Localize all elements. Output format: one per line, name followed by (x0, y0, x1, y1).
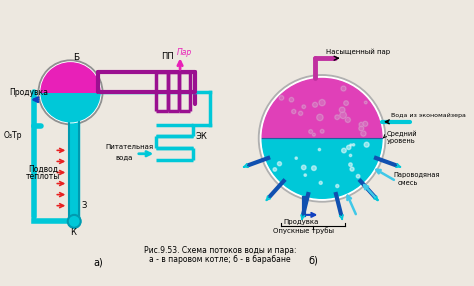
Circle shape (312, 102, 318, 107)
Circle shape (299, 111, 303, 116)
Circle shape (318, 148, 320, 151)
Circle shape (302, 105, 306, 109)
Circle shape (341, 86, 346, 91)
Text: О₃Тр: О₃Тр (3, 131, 22, 140)
Circle shape (344, 101, 348, 106)
Bar (69, 122, 79, 221)
Text: Рис.9.53. Схема потоков воды и пара:: Рис.9.53. Схема потоков воды и пара: (144, 246, 296, 255)
Wedge shape (41, 92, 100, 122)
Circle shape (364, 101, 367, 104)
Circle shape (349, 163, 352, 166)
Circle shape (301, 165, 306, 170)
Circle shape (319, 181, 322, 184)
Circle shape (339, 107, 345, 113)
Text: ЭК: ЭК (196, 132, 208, 141)
Circle shape (335, 115, 339, 120)
Circle shape (344, 101, 348, 106)
Circle shape (260, 77, 384, 200)
Circle shape (319, 100, 325, 106)
Text: Пар: Пар (176, 48, 191, 57)
Circle shape (356, 174, 360, 178)
Text: Вода из экономайзера: Вода из экономайзера (391, 113, 466, 118)
Circle shape (68, 215, 81, 228)
Text: Б: Б (73, 53, 79, 62)
Circle shape (38, 60, 103, 125)
Text: Продувка: Продувка (283, 219, 319, 225)
Circle shape (364, 101, 367, 104)
Text: Насыщенный пар: Насыщенный пар (326, 48, 390, 55)
Circle shape (363, 121, 368, 126)
Circle shape (40, 62, 101, 123)
Circle shape (319, 100, 325, 106)
Text: а): а) (93, 258, 103, 268)
Text: б): б) (308, 256, 318, 266)
Wedge shape (41, 63, 100, 92)
Text: теплоты: теплоты (26, 172, 61, 181)
Circle shape (292, 109, 296, 114)
Circle shape (273, 168, 277, 171)
Text: З: З (81, 200, 86, 210)
Circle shape (341, 86, 346, 91)
Circle shape (258, 75, 386, 202)
Circle shape (295, 157, 297, 159)
Circle shape (335, 115, 339, 120)
Text: Средний: Средний (387, 130, 417, 137)
Text: смесь: смесь (398, 180, 418, 186)
Circle shape (363, 121, 368, 126)
Circle shape (302, 105, 306, 109)
Circle shape (361, 131, 366, 136)
Circle shape (342, 148, 346, 153)
Circle shape (304, 174, 307, 176)
Circle shape (311, 166, 316, 170)
Circle shape (359, 122, 364, 127)
Text: уровень: уровень (387, 138, 415, 144)
Circle shape (312, 102, 318, 107)
Circle shape (289, 97, 294, 102)
Wedge shape (262, 138, 382, 198)
Text: Подвод: Подвод (28, 164, 58, 174)
Text: а - в паровом котле; б - в барабане: а - в паровом котле; б - в барабане (149, 255, 291, 264)
Text: К: К (71, 228, 76, 237)
Circle shape (359, 126, 364, 131)
Circle shape (340, 112, 346, 119)
Circle shape (289, 97, 294, 102)
Circle shape (350, 144, 352, 146)
Text: вода: вода (116, 154, 133, 160)
Circle shape (361, 131, 366, 136)
Circle shape (345, 117, 351, 123)
Circle shape (279, 96, 284, 100)
Circle shape (339, 107, 345, 113)
Circle shape (312, 133, 316, 136)
Circle shape (349, 154, 352, 157)
Text: Питательная: Питательная (106, 144, 154, 150)
Circle shape (309, 130, 313, 134)
Circle shape (317, 114, 323, 121)
Circle shape (279, 96, 284, 100)
Wedge shape (262, 78, 382, 138)
Circle shape (320, 129, 324, 133)
Circle shape (336, 184, 339, 188)
Circle shape (320, 129, 324, 133)
Circle shape (340, 112, 346, 119)
Circle shape (317, 114, 323, 121)
Circle shape (299, 111, 303, 116)
Circle shape (352, 144, 355, 146)
Circle shape (346, 145, 351, 150)
Circle shape (359, 122, 364, 127)
Circle shape (359, 126, 364, 131)
Circle shape (364, 142, 369, 147)
Circle shape (345, 117, 351, 123)
Circle shape (312, 133, 316, 136)
Text: ПП: ПП (161, 52, 173, 61)
Circle shape (309, 130, 313, 134)
Circle shape (277, 162, 282, 166)
Text: Пароводяная: Пароводяная (393, 172, 439, 178)
Text: Опускные трубы: Опускные трубы (273, 227, 334, 234)
Circle shape (292, 109, 296, 114)
Text: Продувка: Продувка (9, 88, 48, 97)
Circle shape (350, 167, 354, 171)
